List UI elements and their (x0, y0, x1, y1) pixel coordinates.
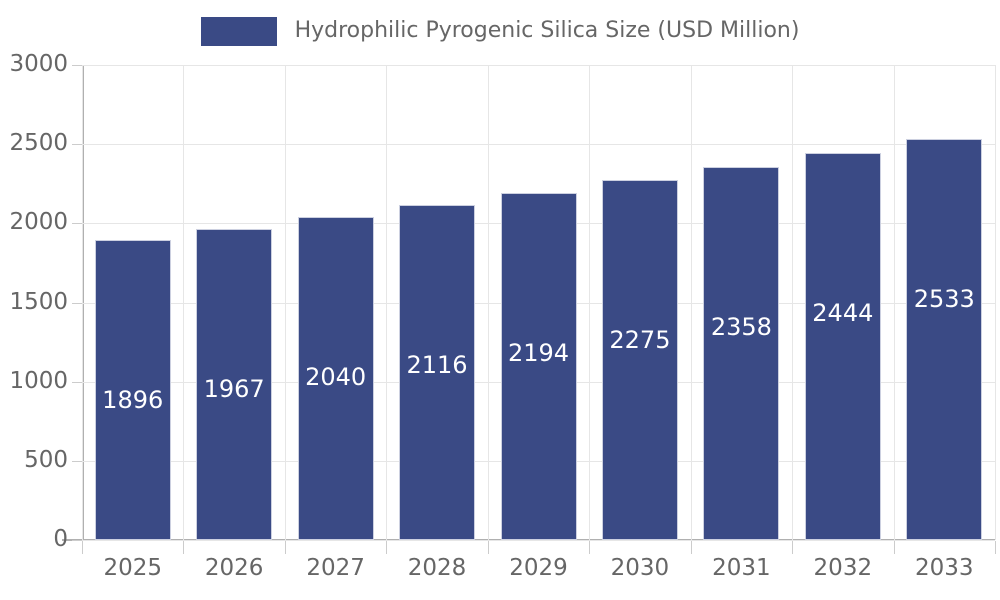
plot-area (82, 65, 996, 541)
bar[interactable] (601, 179, 678, 540)
y-axis-tick-mark (72, 540, 82, 541)
legend-entry[interactable]: Hydrophilic Pyrogenic Silica Size (USD M… (200, 16, 800, 46)
gridline-horizontal (82, 540, 995, 541)
gridline-vertical (284, 65, 286, 540)
y-axis-tick-label: 1500 (9, 288, 68, 315)
x-axis-tick-label: 2025 (103, 555, 162, 581)
x-axis-tick-label: 2030 (610, 555, 670, 581)
x-axis-tick-mark (995, 541, 996, 554)
x-axis-tick-mark (589, 541, 591, 554)
x-axis-tick-label: 2029 (509, 555, 568, 581)
bar[interactable] (906, 138, 983, 540)
bar[interactable] (196, 228, 273, 540)
y-axis-tick-label: 2500 (9, 130, 68, 157)
legend-color-swatch (200, 16, 277, 46)
y-axis-tick-label: 500 (24, 446, 68, 473)
x-axis-tick-label: 2031 (712, 555, 771, 581)
gridline-horizontal (82, 65, 995, 66)
bar[interactable] (500, 192, 577, 540)
gridline-vertical (487, 65, 489, 540)
x-axis-tick-label: 2033 (914, 555, 974, 581)
y-axis-tick-label: 0 (53, 526, 68, 552)
chart-legend: Hydrophilic Pyrogenic Silica Size (USD M… (0, 0, 1000, 62)
gridline-vertical (792, 65, 794, 540)
y-axis-tick-label: 2000 (9, 209, 68, 236)
gridline-horizontal (82, 144, 995, 146)
x-axis-tick-mark (183, 541, 185, 554)
y-axis-tick-mark (72, 460, 82, 462)
y-axis-tick-mark (72, 302, 82, 304)
x-axis-tick-mark (82, 541, 83, 554)
x-axis-tick-mark (690, 541, 692, 554)
gridline-vertical (690, 65, 692, 540)
bar[interactable] (399, 204, 476, 540)
x-axis-tick-label: 2026 (204, 555, 264, 581)
x-axis-tick-mark (284, 541, 286, 554)
x-axis-tick-mark (893, 541, 895, 554)
y-axis-tick-label: 1000 (9, 367, 68, 394)
x-axis-tick-label: 2027 (306, 555, 365, 581)
bar[interactable] (297, 217, 374, 540)
gridline-vertical (893, 65, 895, 540)
y-axis-tick-mark (72, 65, 82, 66)
y-axis-tick-mark (72, 223, 82, 225)
bar[interactable] (804, 153, 881, 540)
gridline-vertical (183, 65, 185, 540)
gridline-vertical (386, 65, 388, 540)
x-axis-tick-mark (792, 541, 794, 554)
x-axis-tick-label: 2032 (813, 555, 873, 581)
y-axis-tick-mark (72, 381, 82, 383)
legend-label: Hydrophilic Pyrogenic Silica Size (USD M… (294, 18, 800, 43)
gridline-vertical (589, 65, 591, 540)
x-axis-tick-mark (487, 541, 489, 554)
y-axis-tick-label: 3000 (9, 51, 68, 77)
y-axis-tick-mark (72, 144, 82, 146)
gridline-vertical (995, 65, 996, 540)
gridline-vertical (82, 65, 83, 540)
bar[interactable] (94, 239, 171, 540)
bar[interactable] (703, 166, 780, 540)
x-axis-tick-label: 2028 (407, 555, 467, 581)
x-axis-tick-mark (386, 541, 388, 554)
